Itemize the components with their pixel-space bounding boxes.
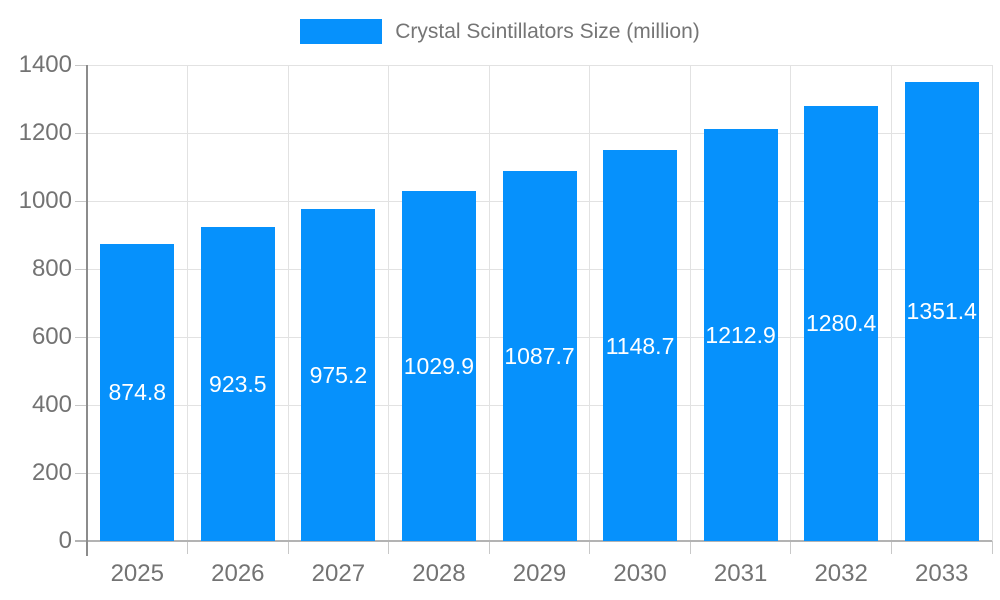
bar-value-label: 1212.9 — [705, 321, 776, 348]
grid-line-vertical — [488, 65, 490, 541]
bar-value-label: 874.8 — [108, 379, 167, 406]
bar[interactable] — [804, 105, 879, 541]
bar[interactable] — [703, 128, 778, 541]
bar-value-label: 1280.4 — [805, 310, 877, 337]
y-axis-tick — [75, 404, 87, 406]
x-tick-label: 2033 — [915, 560, 969, 587]
y-tick-label: 1200 — [18, 119, 72, 146]
grid-line-vertical — [388, 65, 390, 541]
x-tick-label: 2026 — [211, 560, 265, 587]
bar[interactable] — [603, 150, 678, 541]
x-axis-tick — [388, 541, 390, 554]
legend-swatch-icon — [300, 19, 383, 44]
y-axis-line — [86, 65, 88, 556]
grid-line-vertical — [890, 65, 892, 541]
bar-value-label: 1148.7 — [605, 332, 675, 359]
y-axis-tick — [75, 336, 87, 338]
grid-line-vertical — [991, 65, 993, 541]
x-axis-tick — [589, 541, 591, 554]
grid-line-vertical — [187, 65, 189, 541]
x-tick-label: 2028 — [412, 560, 466, 587]
y-axis-tick — [75, 200, 87, 202]
chart-legend[interactable]: Crystal Scintillators Size (million) — [0, 19, 1000, 44]
y-tick-label: 200 — [31, 459, 72, 486]
y-axis-tick — [75, 472, 87, 474]
x-axis-tick — [890, 541, 892, 554]
x-tick-label: 2030 — [613, 560, 667, 587]
x-axis-tick — [790, 541, 792, 554]
x-tick-label: 2025 — [110, 560, 164, 587]
y-axis-tick — [75, 64, 87, 66]
y-tick-label: 1400 — [18, 51, 72, 78]
y-tick-label: 0 — [58, 527, 72, 554]
grid-line-vertical — [689, 65, 691, 541]
grid-line-horizontal — [87, 132, 992, 134]
bar[interactable] — [200, 227, 275, 541]
grid-line-vertical — [589, 65, 591, 541]
grid-line-vertical — [287, 65, 289, 541]
y-tick-label: 400 — [31, 391, 72, 418]
y-tick-label: 1000 — [18, 187, 72, 214]
bar-value-label: 923.5 — [209, 371, 267, 397]
x-axis-tick — [187, 541, 189, 554]
y-tick-label: 600 — [31, 323, 72, 350]
x-tick-label: 2029 — [512, 560, 567, 587]
y-axis-tick — [75, 132, 87, 134]
x-axis-tick — [287, 541, 289, 554]
bar-value-label: 1087.7 — [504, 343, 575, 370]
bar-value-label: 975.2 — [309, 362, 368, 389]
x-tick-label: 2027 — [311, 560, 366, 587]
x-axis-tick — [991, 541, 993, 554]
bar[interactable] — [401, 190, 476, 541]
bar-value-label: 1351.4 — [906, 298, 977, 325]
bar[interactable] — [502, 171, 577, 541]
x-axis-tick — [488, 541, 490, 554]
legend-label: Crystal Scintillators Size (million) — [395, 20, 700, 43]
y-tick-label: 800 — [31, 255, 72, 282]
bar[interactable] — [301, 209, 376, 541]
y-axis-tick — [75, 268, 87, 270]
grid-line-horizontal — [87, 64, 992, 66]
x-tick-label: 2032 — [814, 560, 868, 587]
x-axis-tick — [689, 541, 691, 554]
grid-line-vertical — [790, 65, 792, 541]
bar[interactable] — [904, 81, 979, 541]
x-tick-label: 2031 — [713, 560, 768, 587]
x-axis-line — [75, 540, 992, 542]
bar-value-label: 1029.9 — [403, 352, 475, 379]
bar[interactable] — [100, 243, 175, 541]
